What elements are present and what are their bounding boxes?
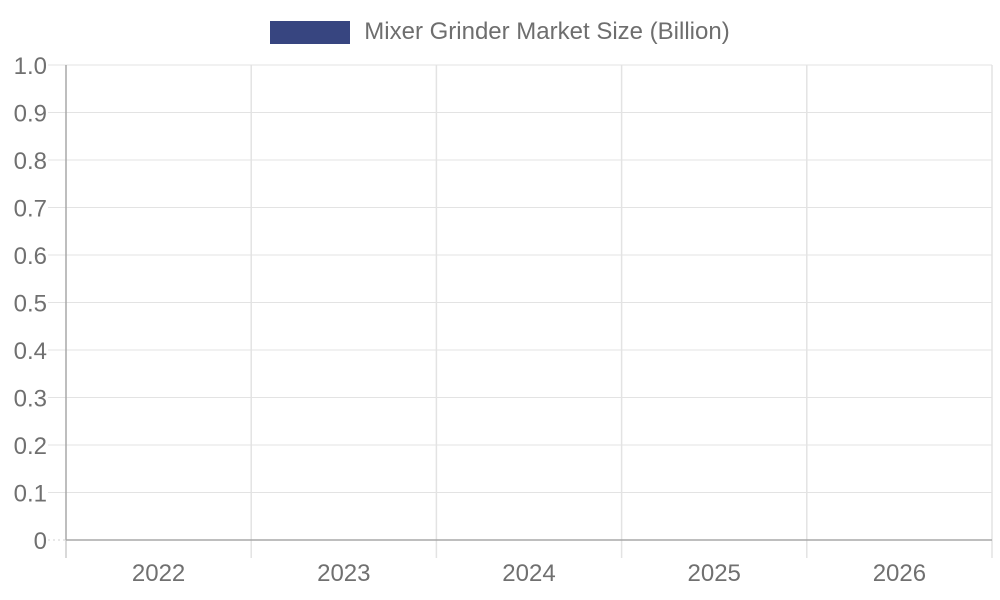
- y-tick-label: 0.2: [14, 433, 47, 460]
- x-tick-label: 2025: [688, 560, 741, 587]
- x-tick-label: 2026: [873, 560, 926, 587]
- y-tick-label: 1.0: [14, 53, 47, 80]
- y-tick-label: 0.6: [14, 243, 47, 270]
- x-tick-label: 2022: [132, 560, 185, 587]
- legend-swatch: [270, 20, 351, 44]
- y-tick-label: 0.7: [14, 196, 47, 223]
- y-tick-label: 0.4: [14, 338, 47, 365]
- x-tick-label: 2024: [502, 560, 555, 587]
- legend: Mixer Grinder Market Size (Billion): [0, 20, 1000, 44]
- legend-item[interactable]: Mixer Grinder Market Size (Billion): [270, 18, 730, 45]
- y-tick-label: 0.5: [14, 291, 47, 318]
- x-tick-label: 2023: [317, 560, 370, 587]
- legend-label: Mixer Grinder Market Size (Billion): [364, 18, 730, 45]
- y-tick-label: 0.9: [14, 101, 47, 128]
- y-tick-label: 0: [34, 528, 47, 555]
- y-tick-label: 0.8: [14, 148, 47, 175]
- y-tick-label: 0.1: [14, 481, 47, 508]
- y-tick-label: 0.3: [14, 386, 47, 413]
